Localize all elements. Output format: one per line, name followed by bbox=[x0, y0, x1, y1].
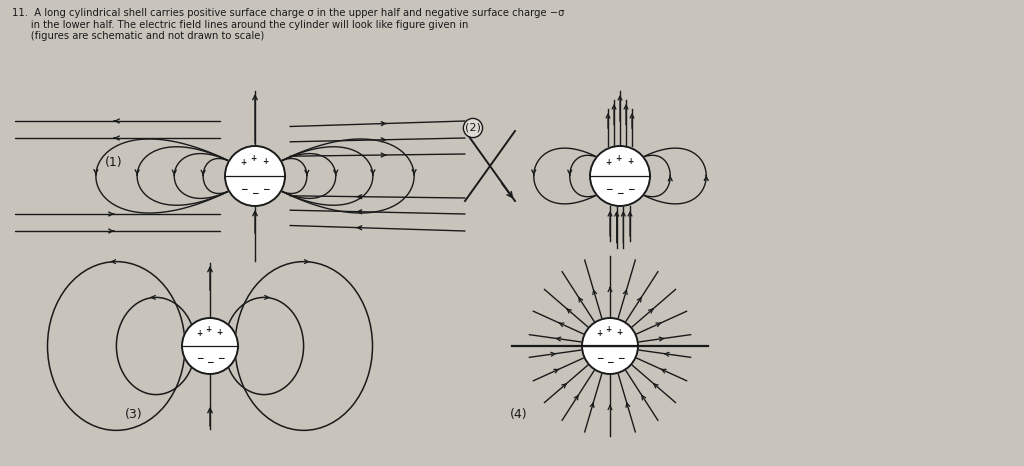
Text: +: + bbox=[250, 154, 257, 163]
Circle shape bbox=[182, 318, 238, 374]
Text: +: + bbox=[197, 329, 203, 338]
Text: +: + bbox=[627, 157, 633, 166]
Text: (4): (4) bbox=[510, 408, 527, 421]
Text: −: − bbox=[628, 185, 635, 194]
Text: −: − bbox=[616, 354, 625, 363]
Circle shape bbox=[590, 146, 650, 206]
Text: +: + bbox=[596, 329, 603, 338]
Text: −: − bbox=[596, 354, 603, 363]
Text: −: − bbox=[217, 354, 224, 363]
Text: +: + bbox=[605, 158, 612, 167]
Text: −: − bbox=[606, 358, 613, 367]
Text: −: − bbox=[616, 189, 624, 198]
Text: (3): (3) bbox=[125, 408, 142, 421]
Text: +: + bbox=[615, 154, 622, 163]
Text: −: − bbox=[262, 185, 270, 194]
Text: +: + bbox=[262, 157, 268, 166]
Text: −: − bbox=[605, 185, 612, 194]
Text: 11.  A long cylindrical shell carries positive surface charge σ in the upper hal: 11. A long cylindrical shell carries pos… bbox=[12, 8, 564, 41]
Text: −: − bbox=[196, 354, 204, 363]
Text: (1): (1) bbox=[105, 156, 123, 169]
Text: +: + bbox=[605, 325, 611, 334]
Circle shape bbox=[582, 318, 638, 374]
Text: +: + bbox=[206, 325, 212, 334]
Text: (2): (2) bbox=[465, 123, 481, 133]
Circle shape bbox=[225, 146, 285, 206]
Text: −: − bbox=[251, 189, 259, 198]
Text: −: − bbox=[206, 358, 214, 367]
Text: −: − bbox=[240, 185, 248, 194]
Text: +: + bbox=[216, 328, 222, 337]
Text: +: + bbox=[616, 328, 623, 337]
Text: +: + bbox=[241, 158, 247, 167]
